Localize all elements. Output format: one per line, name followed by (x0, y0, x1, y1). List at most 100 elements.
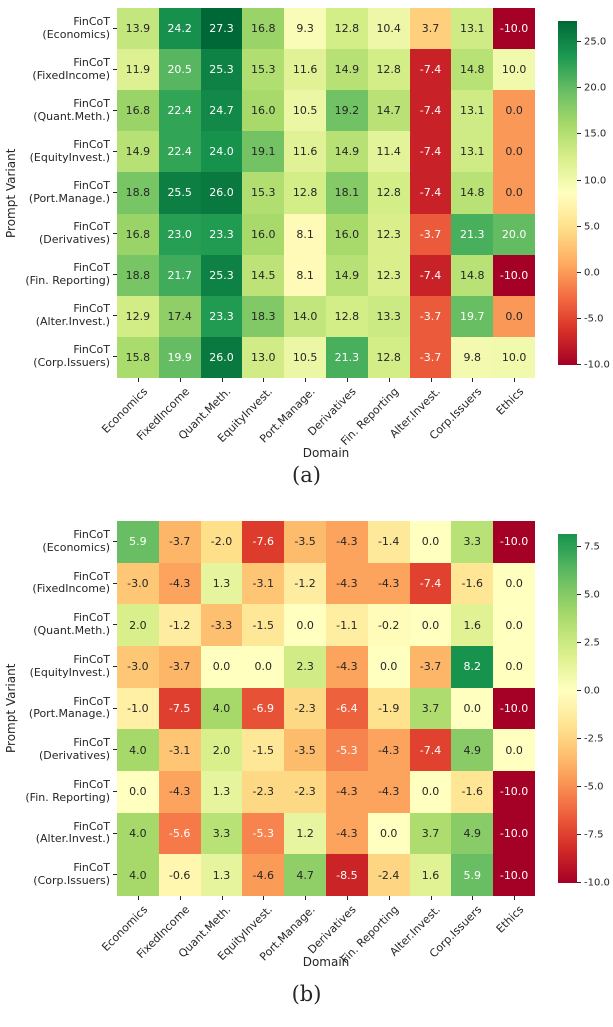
heatmap-cell: 19.7 (451, 295, 494, 337)
heatmap-cell: 4.9 (451, 812, 494, 855)
heatmap-cell: -1.6 (451, 562, 494, 605)
column-label: Ethics (493, 385, 527, 418)
heatmap-cell: 12.8 (367, 336, 410, 378)
colorbar-tick-mark (577, 786, 581, 788)
heatmap-cell: -10.0 (493, 854, 535, 896)
subfigure-caption: (a) (292, 463, 321, 487)
colorbar-tick-label: 5.0 (584, 589, 600, 601)
heatmap-cell: -3.7 (158, 521, 201, 563)
x-tick-mark (137, 896, 139, 900)
heatmap-cell: 3.7 (409, 812, 452, 855)
x-tick-mark (472, 378, 474, 382)
heatmap-cell: -3.5 (284, 729, 326, 771)
heatmap-cell: 10.5 (284, 90, 326, 132)
heatmap-grid: 13.9 24.2 27.3 16.8 9.3 12.8 10.4 3.7 13.1 -10.0 1… (117, 8, 535, 378)
subfigure-caption: (b) (291, 982, 322, 1006)
heatmap-cell: 1.3 (200, 771, 243, 813)
colorbar (558, 21, 577, 365)
x-tick-mark (179, 378, 181, 382)
heatmap-cell: -0.6 (158, 854, 201, 896)
heatmap-cell: 23.0 (158, 213, 201, 255)
heatmap-cell: 24.0 (200, 131, 243, 173)
y-tick-mark (113, 27, 117, 29)
heatmap-cell: 13.3 (367, 295, 410, 337)
heatmap-cell: 14.7 (367, 90, 410, 132)
heatmap-cell: 14.0 (284, 295, 326, 337)
heatmap-cell: 15.3 (242, 49, 285, 91)
y-tick-mark (113, 582, 117, 584)
heatmap-cell: -5.3 (242, 812, 285, 855)
heatmap-cell: 3.3 (451, 521, 494, 563)
heatmap-cell: 2.0 (200, 729, 243, 771)
heatmap-cell: 21.3 (325, 336, 368, 378)
y-tick-mark (113, 665, 117, 667)
x-tick-mark (388, 896, 390, 900)
heatmap-cell: 0.0 (493, 562, 535, 605)
y-tick-mark (113, 150, 117, 152)
heatmap-cell: -1.9 (367, 687, 410, 730)
heatmap-cell: 25.3 (200, 254, 243, 296)
heatmap-cell: 1.3 (200, 854, 243, 896)
heatmap-cell: -5.3 (325, 729, 368, 771)
heatmap-cell: 9.8 (451, 336, 494, 378)
heatmap-cell: 19.1 (242, 131, 285, 173)
heatmap-cell: -1.2 (158, 604, 201, 646)
row-label: FinCoT (Economics) (42, 527, 110, 554)
heatmap-cell: 0.0 (493, 90, 535, 132)
heatmap-figure-b: Prompt Variant FinCoT (Economics) FinCoT … (0, 505, 613, 1027)
heatmap-cell: 10.5 (284, 336, 326, 378)
heatmap-cell: -1.2 (284, 562, 326, 605)
heatmap-cell: 0.0 (409, 604, 452, 646)
heatmap-cell: 0.0 (493, 604, 535, 646)
heatmap-cell: 2.3 (284, 646, 326, 688)
heatmap-cell: 10.0 (493, 49, 535, 91)
heatmap-cell: 22.4 (158, 131, 201, 173)
row-label: FinCoT (Derivatives) (38, 220, 110, 247)
heatmap-cell: 12.3 (367, 213, 410, 255)
heatmap-cell: 0.0 (200, 646, 243, 688)
heatmap-cell: -7.4 (409, 90, 452, 132)
heatmap-cell: 13.1 (451, 8, 494, 50)
heatmap-cell: 14.8 (451, 172, 494, 214)
heatmap-cell: -2.3 (242, 771, 285, 813)
heatmap-cell: -4.3 (367, 562, 410, 605)
heatmap-cell: 0.0 (493, 295, 535, 337)
heatmap-cell: -4.3 (367, 729, 410, 771)
y-tick-mark (113, 68, 117, 70)
heatmap-cell: 4.0 (117, 854, 159, 896)
heatmap-cell: -6.4 (325, 687, 368, 730)
heatmap-cell: 21.7 (158, 254, 201, 296)
heatmap-cell: -7.6 (242, 521, 285, 563)
heatmap-cell: -2.3 (284, 687, 326, 730)
row-label: FinCoT (Corp.Issuers) (33, 343, 110, 370)
y-tick-mark (113, 790, 117, 792)
colorbar-tick-mark (577, 834, 581, 836)
heatmap-cell: 24.2 (158, 8, 201, 50)
colorbar-tick-label: 10.0 (584, 175, 607, 187)
heatmap-cell: 14.9 (325, 254, 368, 296)
heatmap-cell: -7.4 (409, 172, 452, 214)
heatmap-cell: -7.4 (409, 254, 452, 296)
heatmap-cell: -3.3 (200, 604, 243, 646)
colorbar-tick-label: 15.0 (584, 128, 607, 140)
x-tick-mark (305, 378, 307, 382)
heatmap-cell: 3.7 (409, 687, 452, 730)
heatmap-cell: 11.4 (367, 131, 410, 173)
heatmap-cell: 0.0 (493, 172, 535, 214)
heatmap-cell: 18.8 (117, 172, 159, 214)
heatmap-cell: -10.0 (493, 254, 535, 296)
heatmap-cell: 12.9 (117, 295, 159, 337)
column-label: Ethics (493, 903, 527, 936)
heatmap-cell: 13.9 (117, 8, 159, 50)
colorbar-tick-mark (577, 41, 581, 43)
heatmap-cell: 16.0 (242, 90, 285, 132)
heatmap-cell: 0.0 (409, 771, 452, 813)
heatmap-cell: 14.8 (451, 254, 494, 296)
x-axis-label: Domain (302, 446, 350, 460)
colorbar-tick-mark (577, 271, 581, 273)
y-tick-mark (113, 540, 117, 542)
heatmap-cell: 13.1 (451, 90, 494, 132)
row-label: FinCoT (Alter.Invest.) (35, 302, 110, 329)
colorbar-tick-mark (577, 179, 581, 181)
heatmap-cell: 1.6 (451, 604, 494, 646)
